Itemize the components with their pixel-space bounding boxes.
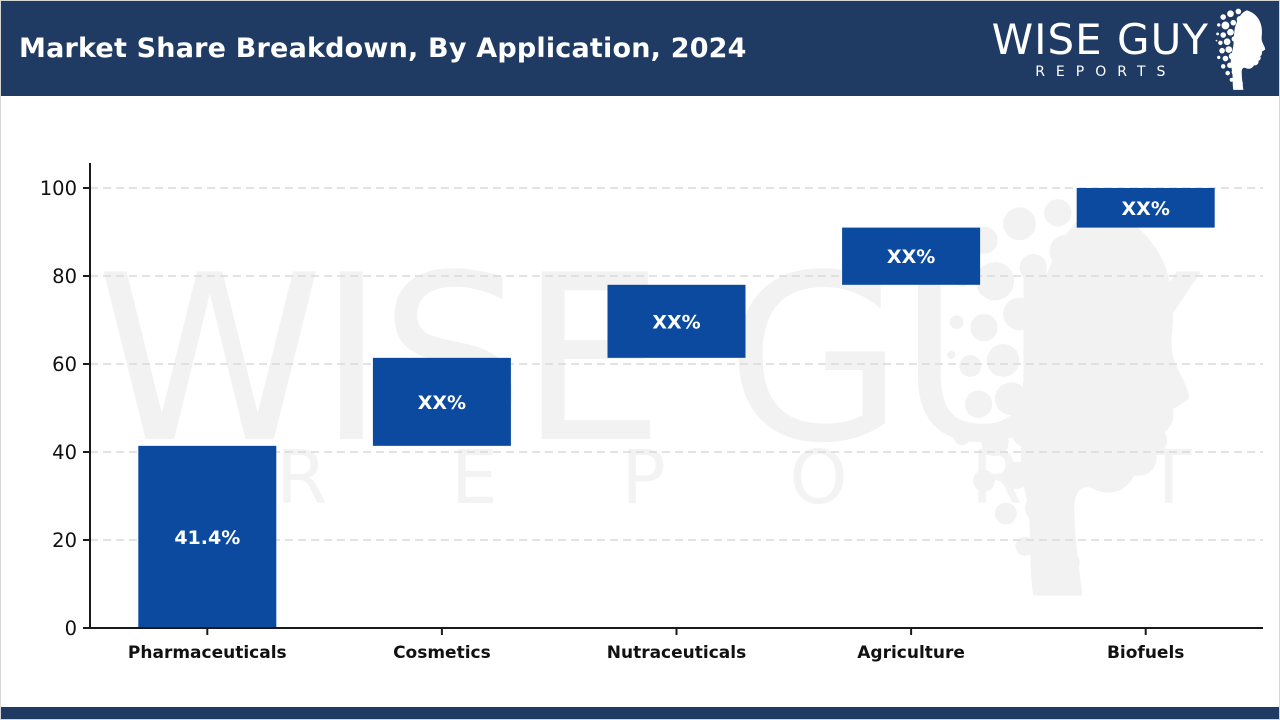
brand-subname: REPORTS (1035, 63, 1177, 80)
bar-value-label: 41.4% (174, 527, 240, 549)
footer-bar (1, 707, 1279, 719)
bar (372, 357, 511, 446)
y-tick-label: 80 (52, 265, 77, 288)
y-tick-label: 40 (52, 441, 77, 464)
bar-value-label: XX% (652, 311, 700, 333)
x-axis-label: Cosmetics (393, 643, 491, 663)
bar-value-label: XX% (887, 246, 935, 268)
y-tick-label: 0 (65, 617, 77, 640)
chart-title: Market Share Breakdown, By Application, … (19, 33, 747, 64)
y-tick-label: 20 (52, 529, 77, 552)
bar-value-label: XX% (1122, 198, 1170, 220)
y-tick-label: 60 (52, 353, 77, 376)
waterfall-chart: 0 20 40 60 80 100 41.4% XX% XX% XX% XX% Pharmaceuti… (40, 163, 1263, 663)
brand-face-icon (1215, 8, 1266, 90)
bar (607, 284, 746, 358)
chart-area: WISE GUY R E P O R T S 02040608010041.4%… (1, 96, 1279, 707)
bar (138, 445, 277, 628)
brand-logo: WISE GUY REPORTS (992, 5, 1269, 93)
x-axis-label: Biofuels (1107, 643, 1184, 663)
x-axis-label: Agriculture (857, 643, 965, 663)
brand-logo-text: WISE GUY REPORTS (991, 14, 1209, 80)
bar (1076, 188, 1215, 228)
header-bar: Market Share Breakdown, By Application, … (1, 1, 1279, 96)
brand-name: WISE GUY (991, 14, 1209, 64)
x-axis-label: Nutraceuticals (607, 643, 746, 663)
bar-value-label: XX% (418, 392, 466, 414)
bar (842, 227, 981, 285)
x-axis-label: Pharmaceuticals (128, 643, 287, 663)
y-tick-label: 100 (40, 177, 77, 200)
